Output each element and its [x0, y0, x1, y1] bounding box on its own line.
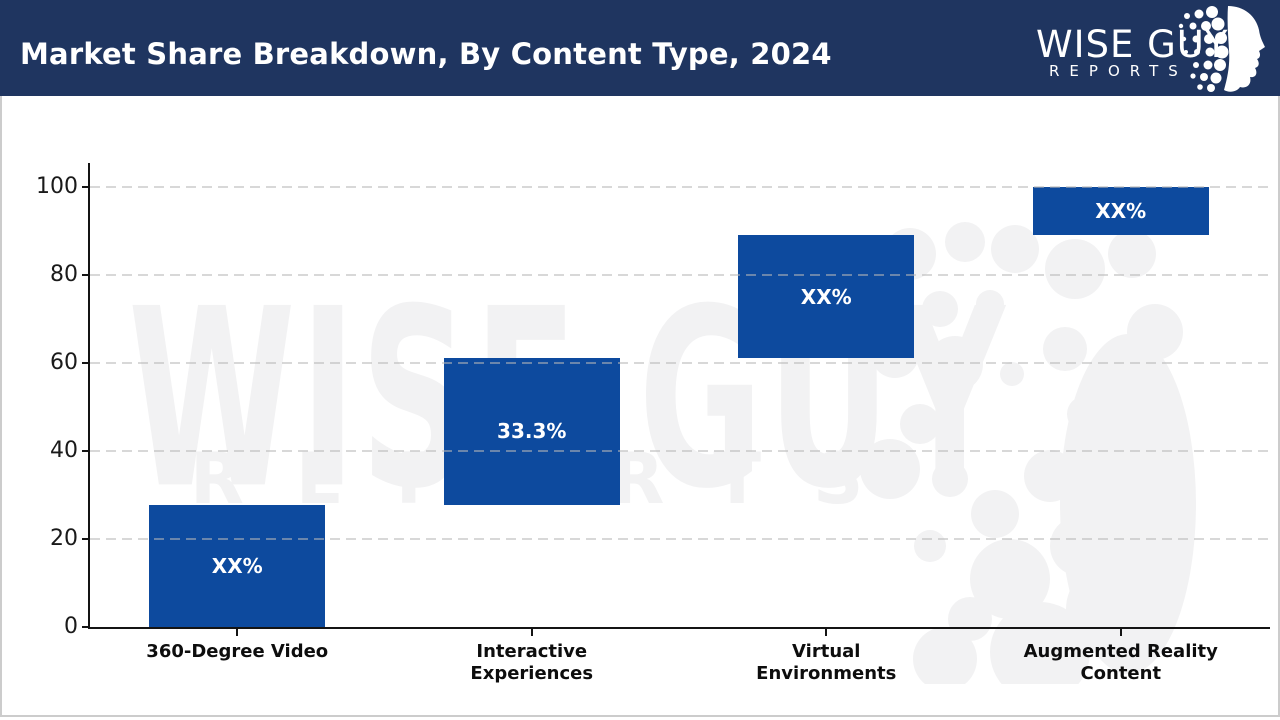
y-axis-tick-label: 100 — [36, 174, 78, 199]
bar-value-label: 33.3% — [497, 419, 567, 444]
x-axis-category-label: 360-Degree Video — [146, 641, 329, 662]
bar-segment: 33.3% — [443, 358, 620, 505]
bar-value-label: XX% — [1095, 198, 1147, 223]
y-axis-tick-label: 20 — [50, 526, 78, 551]
gridline-100 — [90, 186, 1268, 188]
header-bar: Market Share Breakdown, By Content Type,… — [0, 0, 1280, 96]
y-axis-tick — [82, 538, 90, 540]
page-title: Market Share Breakdown, By Content Type,… — [20, 37, 832, 71]
y-axis-tick — [82, 186, 90, 188]
gridline-80 — [90, 274, 1268, 276]
logo-wordmark: WISE GUY — [1036, 23, 1229, 66]
y-axis-line — [88, 163, 90, 629]
bar-segment: XX% — [738, 234, 915, 359]
x-axis-line — [88, 627, 1270, 629]
plot-area: 0 20 40 60 80 100 XX% 360-Degree Video 33.3% Inte… — [2, 96, 1278, 715]
x-axis-tick — [1119, 629, 1122, 636]
chart-canvas: WISE GUY REPORTS 020406080100XX%360-Degr… — [0, 96, 1280, 717]
bar-segment: XX% — [149, 504, 326, 627]
y-axis-tick — [82, 450, 90, 452]
y-axis-tick-label: 60 — [50, 350, 78, 375]
x-axis-category-label: Interactive Experiences — [470, 641, 594, 684]
x-axis-tick — [825, 629, 828, 636]
bar-value-label: XX% — [800, 284, 852, 309]
y-axis-tick-label: 40 — [50, 438, 78, 463]
logo-head-icon — [1178, 6, 1265, 92]
y-axis-tick-label: 0 — [64, 614, 78, 639]
y-axis-tick-label: 80 — [50, 262, 78, 287]
x-axis-tick — [530, 629, 533, 636]
x-axis-category-label: Augmented Reality Content — [1023, 641, 1218, 684]
bar-value-label: XX% — [211, 553, 263, 578]
x-axis-tick — [236, 629, 239, 636]
y-axis-tick — [82, 274, 90, 276]
gridline-40 — [90, 450, 1268, 452]
y-axis-tick — [82, 626, 90, 628]
gridline-60 — [90, 362, 1268, 364]
x-axis-category-label: Virtual Environments — [756, 641, 897, 684]
y-axis-tick — [82, 362, 90, 364]
gridline-20 — [90, 538, 1268, 540]
logo-subtext: REPORTS — [1049, 62, 1188, 80]
bar-segment: XX% — [1032, 187, 1209, 235]
